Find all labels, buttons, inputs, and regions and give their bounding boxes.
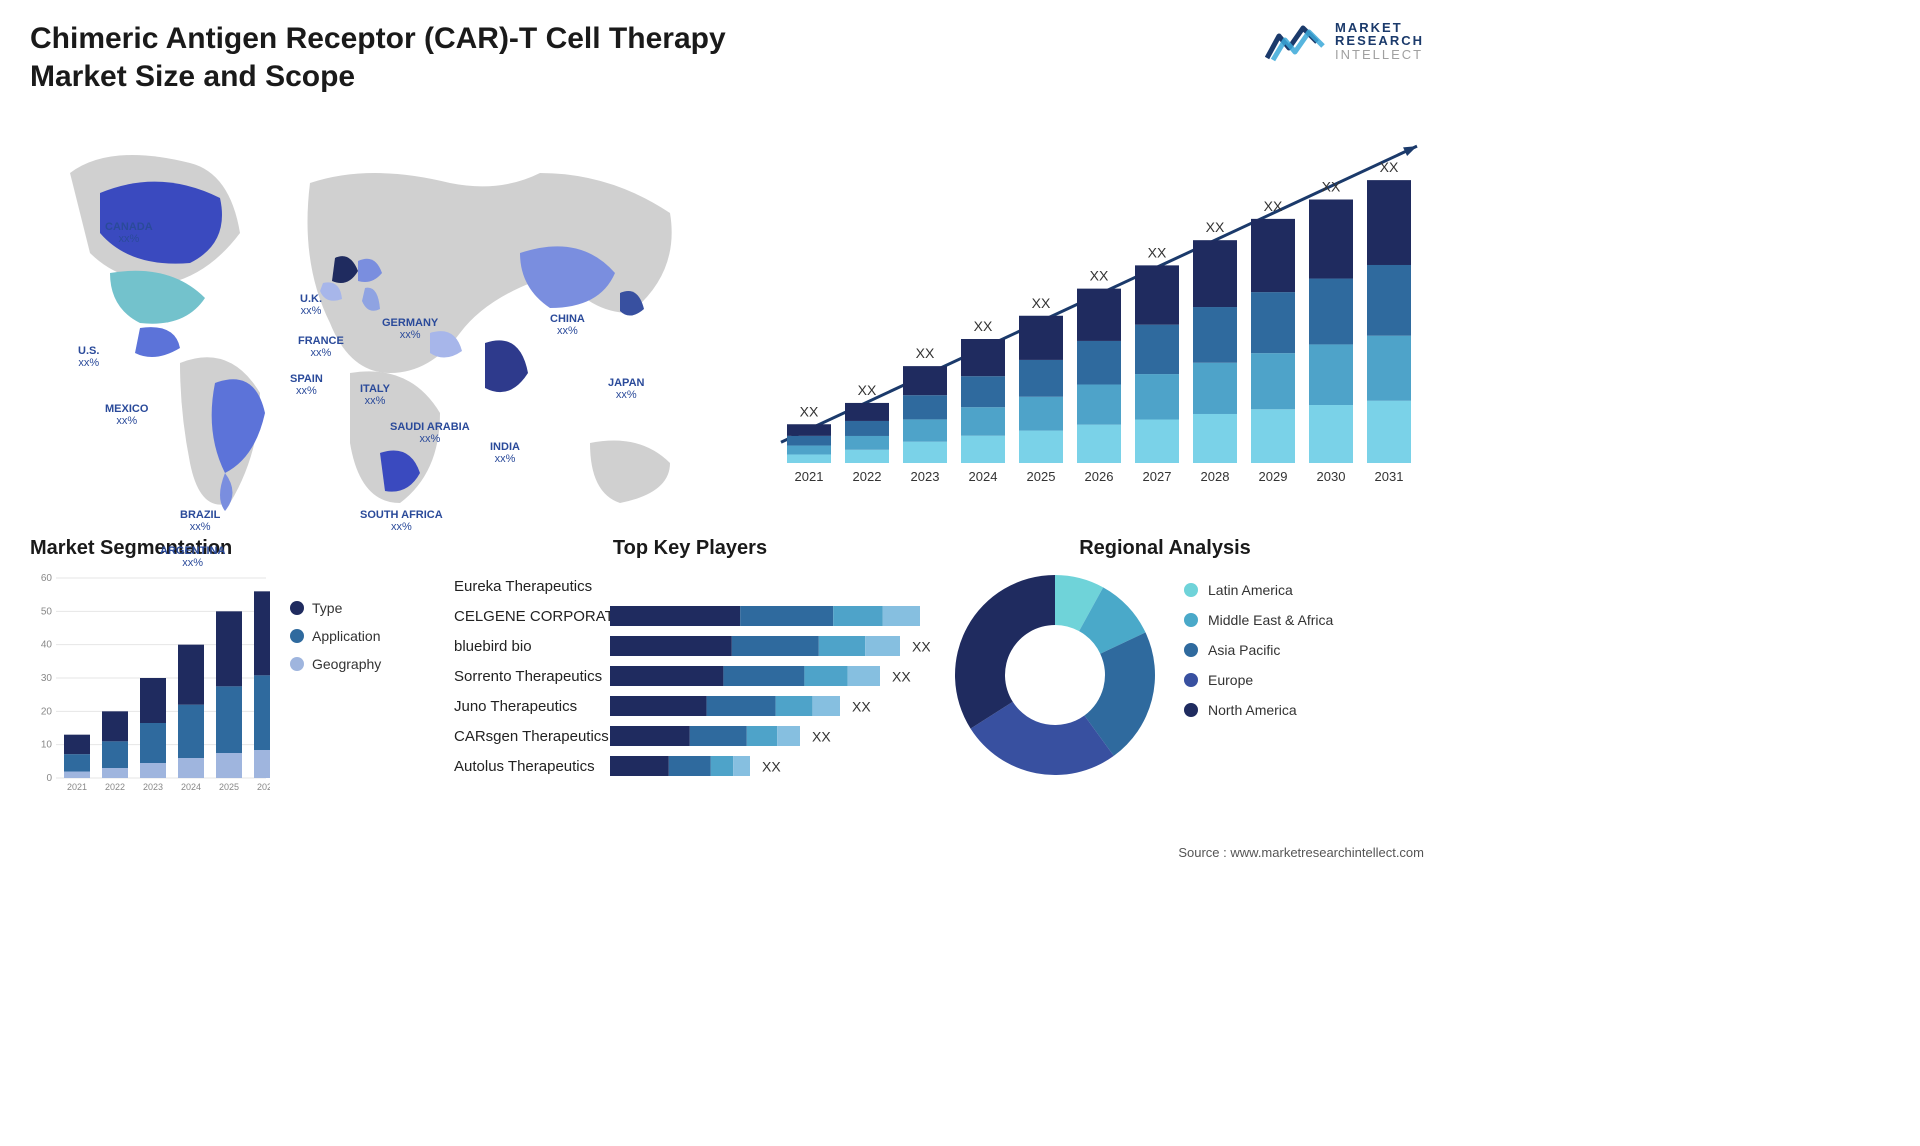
svg-text:2027: 2027	[1143, 469, 1172, 484]
svg-text:XX: XX	[916, 345, 935, 361]
players-title: Top Key Players	[450, 537, 930, 560]
svg-text:0: 0	[46, 773, 52, 784]
growth-chart: XX 2021 XX 2022 XX 2023 XX 2024 XX 2025 XX 2026 XX 20…	[774, 113, 1424, 513]
growth-chart-svg: XX 2021 XX 2022 XX 2023 XX 2024 XX 2025 XX 2026 XX 20…	[774, 113, 1424, 493]
map-label: FRANCExx%	[298, 335, 344, 359]
svg-text:2028: 2028	[1201, 469, 1230, 484]
map-label: BRAZILxx%	[180, 509, 220, 533]
svg-text:2024: 2024	[969, 469, 998, 484]
svg-text:CARsgen Therapeutics: CARsgen Therapeutics	[454, 728, 609, 745]
svg-text:2025: 2025	[219, 782, 239, 792]
map-label: JAPANxx%	[608, 377, 644, 401]
svg-text:XX: XX	[1322, 179, 1341, 195]
key-players-chart: Eureka TherapeuticsCELGENE CORPORATIONXX…	[450, 570, 930, 790]
svg-text:2031: 2031	[1375, 469, 1404, 484]
world-map-svg	[30, 113, 700, 513]
map-label: SAUDI ARABIAxx%	[390, 421, 470, 445]
svg-text:2029: 2029	[1259, 469, 1288, 484]
svg-text:2024: 2024	[181, 782, 201, 792]
svg-text:bluebird bio: bluebird bio	[454, 638, 532, 655]
legend-item: Latin America	[1184, 582, 1333, 598]
svg-text:40: 40	[41, 640, 53, 651]
svg-text:30: 30	[41, 673, 53, 684]
legend-item: Type	[290, 600, 381, 616]
svg-text:20: 20	[41, 706, 53, 717]
svg-text:XX: XX	[1380, 159, 1399, 175]
svg-text:2026: 2026	[257, 782, 270, 792]
svg-text:Sorrento Therapeutics: Sorrento Therapeutics	[454, 668, 602, 685]
svg-text:XX: XX	[1090, 268, 1109, 284]
svg-text:2021: 2021	[795, 469, 824, 484]
map-label: CANADAxx%	[105, 221, 153, 245]
map-label: U.S.xx%	[78, 345, 99, 369]
svg-text:Eureka Therapeutics: Eureka Therapeutics	[454, 578, 592, 595]
logo-line3: INTELLECT	[1335, 48, 1424, 62]
svg-text:2023: 2023	[143, 782, 163, 792]
segmentation-title: Market Segmentation	[30, 537, 430, 560]
legend-item: Europe	[1184, 672, 1333, 688]
svg-text:XX: XX	[1148, 244, 1167, 260]
map-label: MEXICOxx%	[105, 403, 148, 427]
svg-text:2030: 2030	[1317, 469, 1346, 484]
svg-text:2023: 2023	[911, 469, 940, 484]
svg-text:XX: XX	[762, 759, 781, 775]
svg-text:XX: XX	[1032, 295, 1051, 311]
map-label: SPAINxx%	[290, 373, 323, 397]
map-label: CHINAxx%	[550, 313, 585, 337]
segmentation-legend: Type Application Geography	[290, 600, 381, 800]
logo-icon	[1265, 20, 1325, 62]
svg-text:2025: 2025	[1027, 469, 1056, 484]
svg-text:XX: XX	[1206, 219, 1225, 235]
regional-title: Regional Analysis	[950, 537, 1380, 560]
svg-text:60: 60	[41, 573, 53, 584]
segmentation-chart: 0 10 20 30 40 50 60 2021 2022 2023 2024 2025 2026	[30, 570, 270, 800]
svg-text:2022: 2022	[105, 782, 125, 792]
legend-item: Geography	[290, 656, 381, 672]
svg-text:XX: XX	[812, 729, 831, 745]
map-label: ITALYxx%	[360, 383, 390, 407]
svg-text:Autolus Therapeutics: Autolus Therapeutics	[454, 758, 595, 775]
world-map: CANADAxx%U.S.xx%MEXICOxx%BRAZILxx%ARGENT…	[30, 113, 734, 513]
svg-text:10: 10	[41, 740, 53, 751]
svg-text:XX: XX	[892, 669, 911, 685]
logo-line2: RESEARCH	[1335, 34, 1424, 48]
svg-text:XX: XX	[858, 382, 877, 398]
map-label: INDIAxx%	[490, 441, 520, 465]
map-label: SOUTH AFRICAxx%	[360, 509, 443, 533]
map-label: ARGENTINAxx%	[160, 545, 225, 569]
svg-text:XX: XX	[852, 699, 871, 715]
svg-text:50: 50	[41, 606, 53, 617]
source-text: Source : www.marketresearchintellect.com	[1178, 845, 1424, 860]
svg-text:2021: 2021	[67, 782, 87, 792]
regional-donut	[950, 570, 1160, 780]
svg-text:XX: XX	[1264, 198, 1283, 214]
svg-text:2022: 2022	[853, 469, 882, 484]
map-label: GERMANYxx%	[382, 317, 438, 341]
map-label: U.K.xx%	[300, 293, 322, 317]
legend-item: Asia Pacific	[1184, 642, 1333, 658]
legend-item: North America	[1184, 702, 1333, 718]
logo-line1: MARKET	[1335, 21, 1424, 35]
page-title: Chimeric Antigen Receptor (CAR)-T Cell T…	[30, 20, 790, 95]
brand-logo: MARKET RESEARCH INTELLECT	[1265, 20, 1424, 62]
svg-text:XX: XX	[974, 318, 993, 334]
svg-text:XX: XX	[800, 403, 819, 419]
regional-legend: Latin America Middle East & Africa Asia Pa…	[1184, 582, 1333, 718]
svg-text:2026: 2026	[1085, 469, 1114, 484]
legend-item: Application	[290, 628, 381, 644]
svg-text:Juno Therapeutics: Juno Therapeutics	[454, 698, 577, 715]
svg-text:XX: XX	[912, 639, 930, 655]
legend-item: Middle East & Africa	[1184, 612, 1333, 628]
